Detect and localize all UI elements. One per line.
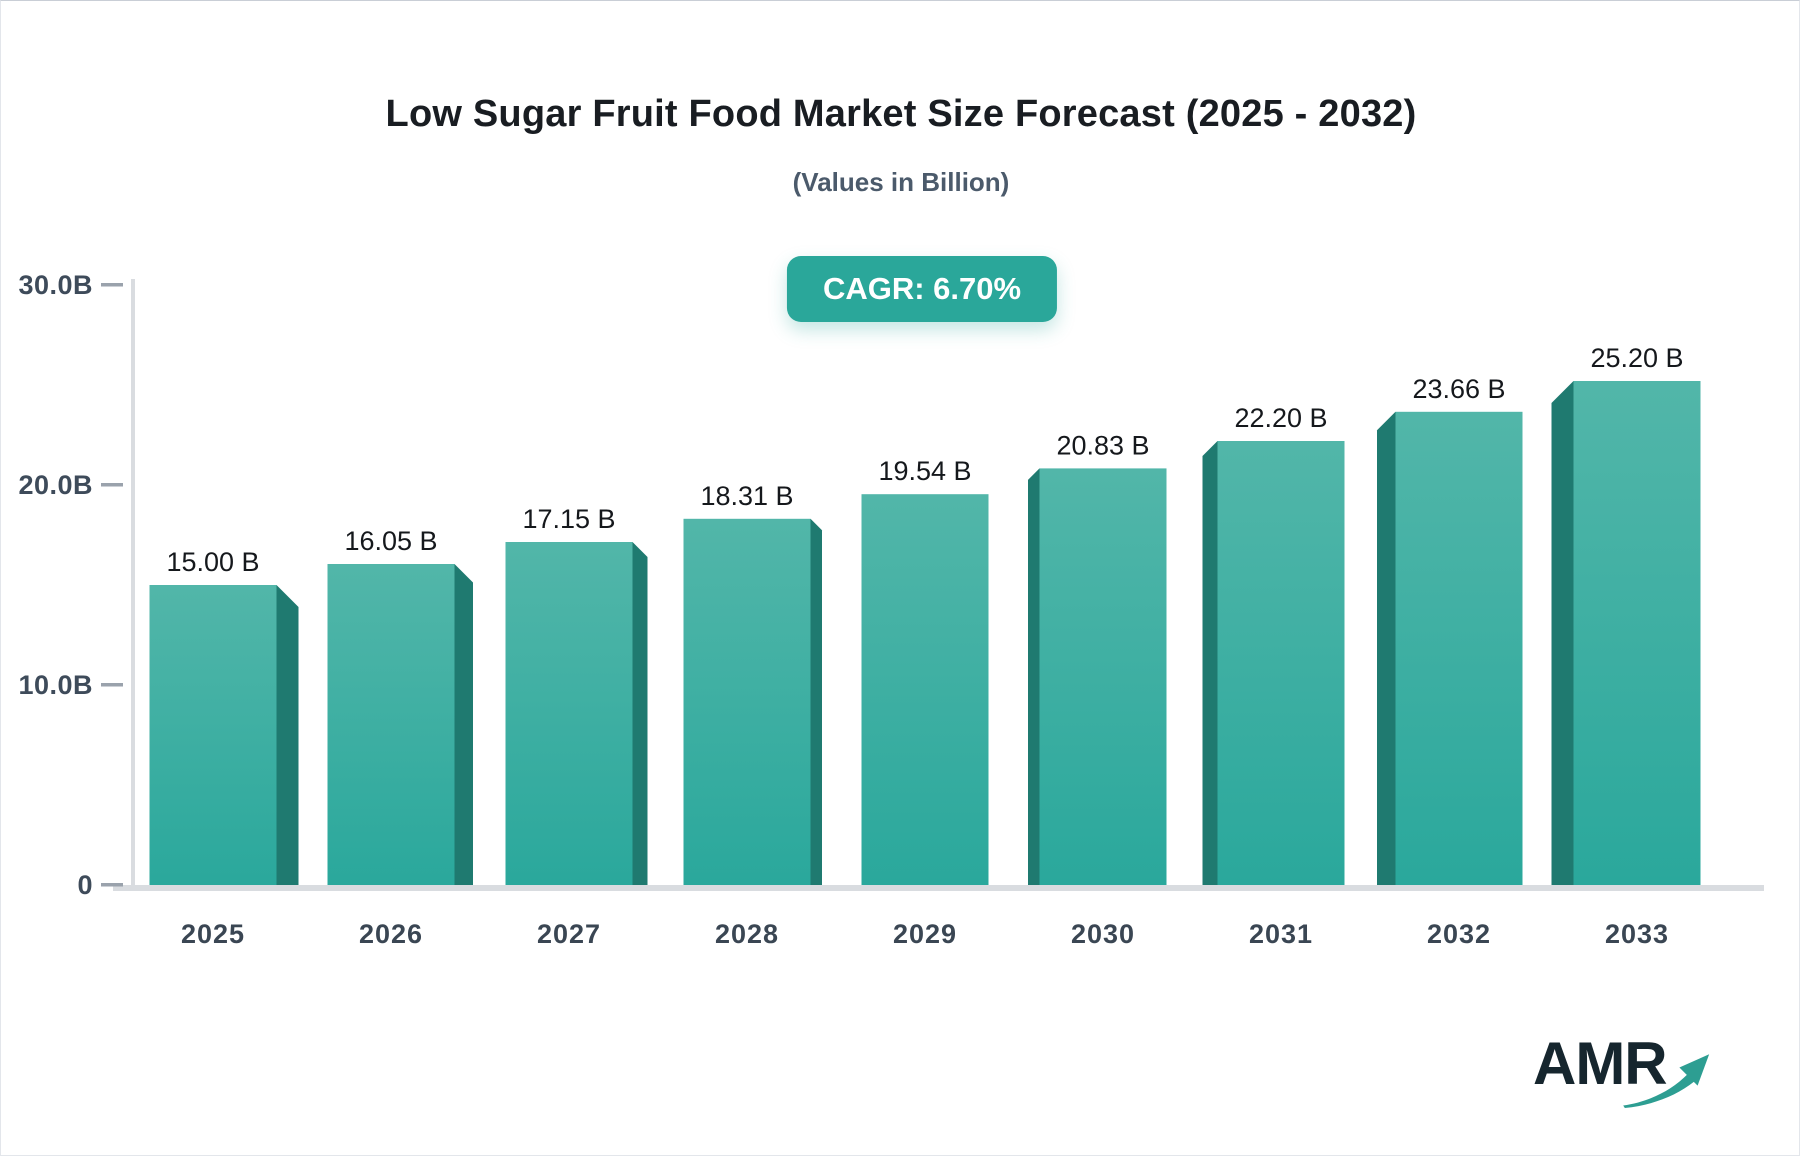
- y-tick-label: 30.0B: [18, 270, 93, 300]
- bar-value-label: 15.00 B: [166, 547, 259, 577]
- y-tick-mark: [101, 483, 123, 487]
- bar-side-2030: [1028, 468, 1040, 885]
- bar-value-label: 16.05 B: [344, 526, 437, 556]
- y-tick-mark: [101, 683, 123, 687]
- bar-value-label: 19.54 B: [878, 456, 971, 486]
- x-tick-label: 2027: [537, 919, 601, 949]
- x-tick-label: 2029: [893, 919, 957, 949]
- chart-title: Low Sugar Fruit Food Market Size Forecas…: [385, 93, 1417, 135]
- bar-2028: [683, 518, 811, 885]
- x-tick-label: 2031: [1249, 919, 1313, 949]
- logo-arrow-icon: [1623, 1054, 1710, 1108]
- x-tick-label: 2033: [1605, 919, 1669, 949]
- x-tick-label: 2026: [359, 919, 423, 949]
- chart-subtitle: (Values in Billion): [792, 167, 1010, 197]
- bar-side-2031: [1202, 441, 1218, 885]
- y-tick-mark: [101, 883, 123, 887]
- bar-value-label: 18.31 B: [700, 481, 793, 511]
- x-axis-line: [113, 885, 1764, 891]
- x-tick-label: 2030: [1071, 919, 1135, 949]
- x-tick-label: 2028: [715, 919, 779, 949]
- y-axis-line: [131, 279, 135, 891]
- y-tick-label: 20.0B: [18, 470, 93, 500]
- y-tick-mark: [101, 283, 123, 287]
- bar-side-2026: [454, 564, 473, 885]
- y-tick-label: 0: [77, 870, 93, 900]
- bar-side-2032: [1377, 411, 1396, 885]
- cagr-badge: CAGR: 6.70%: [786, 256, 1058, 322]
- x-tick-label: 2025: [181, 919, 245, 949]
- amr-logo: AMR: [1533, 1034, 1733, 1124]
- bar-2033: [1573, 381, 1701, 885]
- bar-value-label: 17.15 B: [522, 504, 615, 534]
- bar-value-label: 23.66 B: [1412, 374, 1505, 404]
- bar-2032: [1395, 411, 1523, 885]
- bar-value-label: 22.20 B: [1234, 403, 1327, 433]
- bar-2029: [861, 494, 989, 885]
- bar-side-2027: [632, 542, 648, 885]
- y-tick-label: 10.0B: [18, 670, 93, 700]
- bar-side-2025: [276, 585, 299, 885]
- bar-2027: [505, 542, 633, 885]
- bar-2030: [1039, 468, 1167, 885]
- bar-2031: [1217, 441, 1345, 885]
- bar-value-label: 20.83 B: [1056, 430, 1149, 460]
- bar-2026: [327, 564, 455, 885]
- bar-side-2033: [1551, 381, 1574, 885]
- bar-2025: [149, 585, 277, 885]
- x-tick-label: 2032: [1427, 919, 1491, 949]
- amr-logo-text: AMR: [1533, 1030, 1668, 1097]
- bar-value-label: 25.20 B: [1590, 343, 1683, 373]
- bar-side-2028: [810, 518, 822, 885]
